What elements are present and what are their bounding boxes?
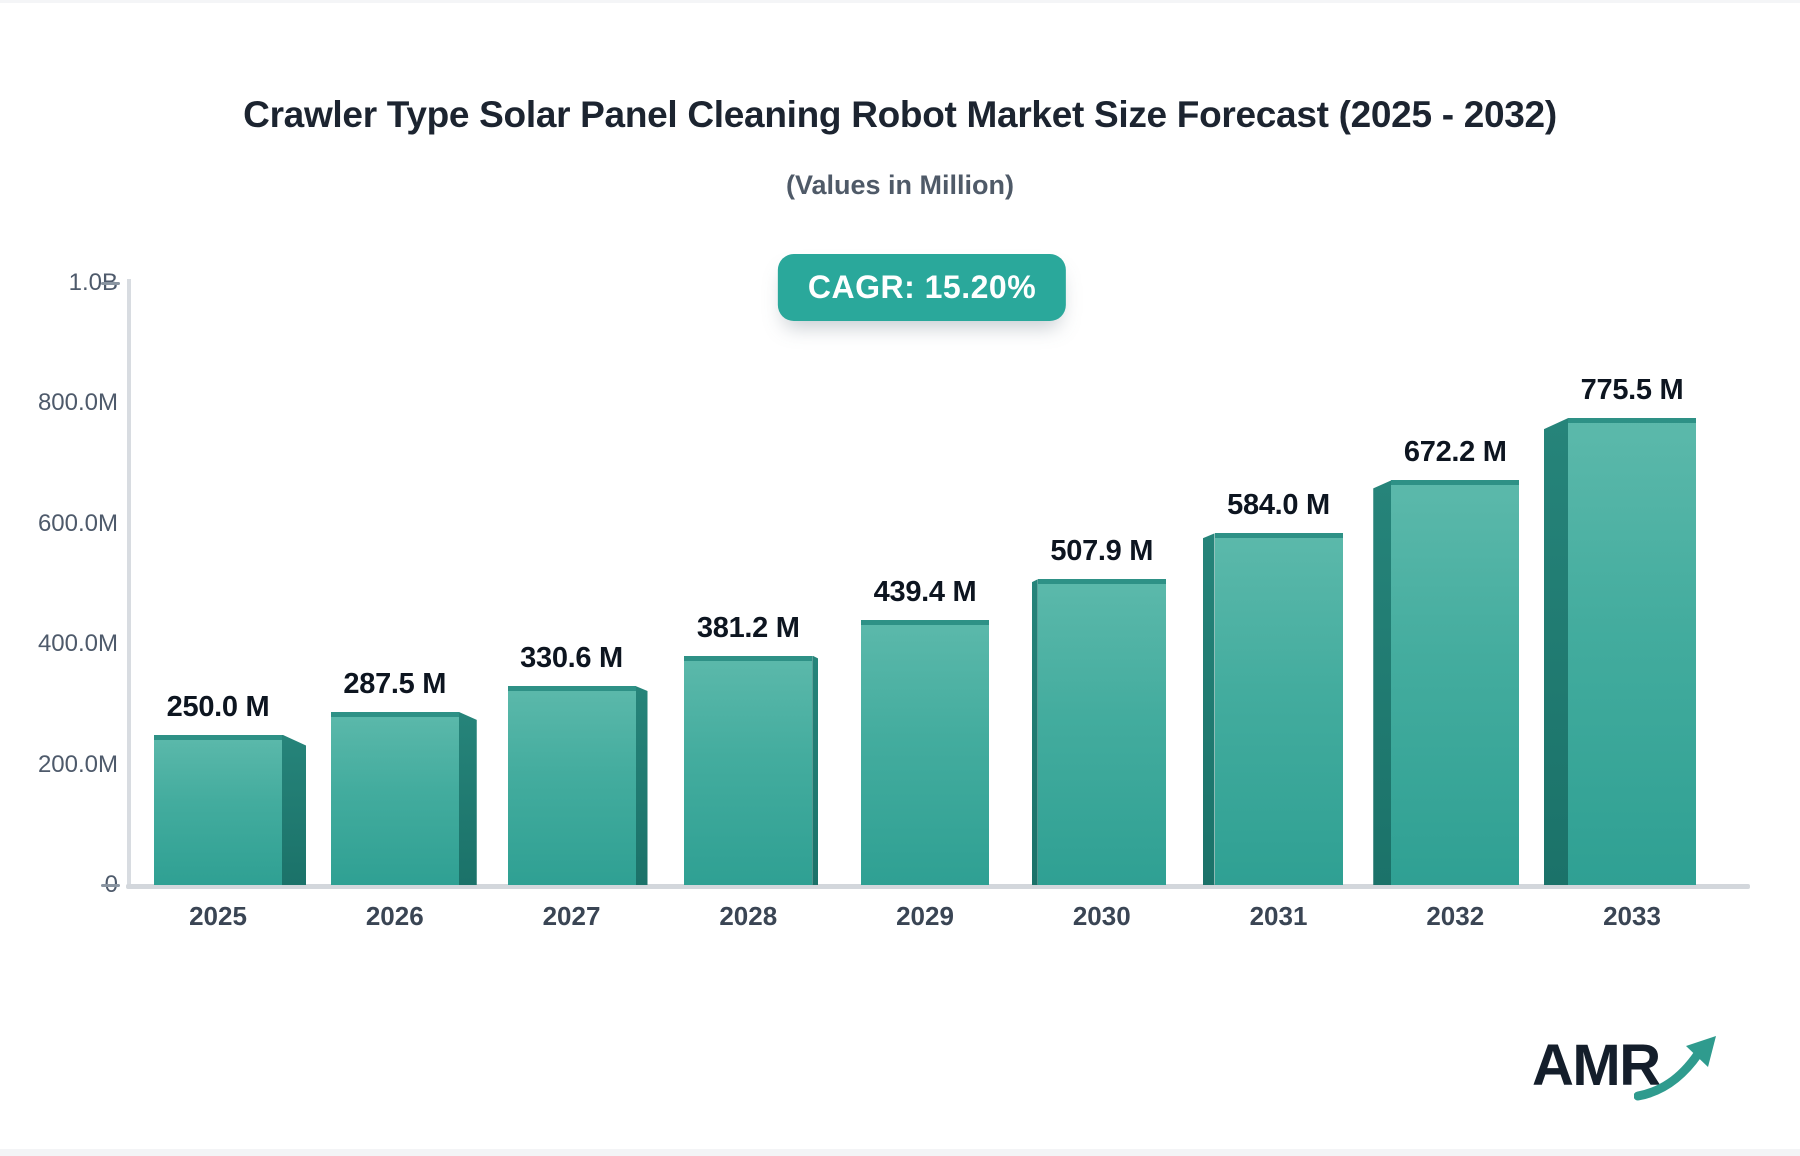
cagr-badge: CAGR: 15.20% [777,254,1067,321]
page-bottom-border [0,1149,1800,1156]
page-top-border [0,0,1800,3]
y-axis-tick-label-600.0M: 600.0M [37,509,118,537]
bar-side-face-2025 [282,734,306,885]
bar-side-face-2031 [1202,533,1215,885]
x-axis-baseline [126,884,1750,889]
bar-top-edge-2025 [154,734,282,740]
x-axis-label-2033: 2033 [1603,901,1661,931]
bar-2032 [1391,480,1520,885]
amr-logo: AMR [1532,1032,1722,1112]
bar-value-label-2028: 381.2 M [696,611,800,644]
bar-2030 [1037,579,1166,885]
y-axis-tick-label-800.0M: 800.0M [37,389,118,417]
y-axis-line [127,279,131,888]
bar-value-label-2033: 775.5 M [1580,374,1684,407]
bar-side-face-2032 [1373,480,1392,885]
bar-top-edge-2027 [507,685,636,691]
x-axis-label-2025: 2025 [189,901,247,931]
bar-value-label-2032: 672.2 M [1403,436,1507,469]
bar-top-edge-2026 [330,711,459,717]
bar-value-label-2030: 507.9 M [1050,535,1154,568]
bar-top-edge-2032 [1391,480,1520,486]
bar-2027 [507,685,636,885]
y-axis-tick-mark [101,282,120,285]
x-axis-label-2030: 2030 [1072,901,1131,931]
amr-logo-text: AMR [1532,1033,1661,1098]
bar-2033 [1568,418,1696,885]
bar-2031 [1214,533,1343,885]
bar-side-face-2026 [458,711,477,885]
bar-top-edge-2028 [684,655,813,661]
chart-subtitle: (Values in Million) [785,170,1015,200]
bar-top-edge-2029 [861,620,989,626]
bar-top-edge-2033 [1568,418,1696,424]
bar-side-face-2027 [635,685,648,885]
bar-side-face-2030 [1031,579,1038,885]
bar-2028 [684,655,813,885]
bar-top-edge-2030 [1037,579,1166,585]
bar-value-label-2026: 287.5 M [343,667,447,700]
bar-side-face-2028 [812,655,819,885]
x-axis-label-2027: 2027 [542,901,601,931]
x-axis-label-2031: 2031 [1249,901,1308,931]
y-axis-tick-label-400.0M: 400.0M [37,630,118,658]
growth-arrow-icon [1634,1036,1716,1101]
x-axis-label-2032: 2032 [1426,901,1485,931]
bar-value-label-2031: 584.0 M [1227,489,1330,522]
x-axis-label-2029: 2029 [896,901,954,931]
bar-value-label-2025: 250.0 M [166,690,270,723]
bar-value-label-2027: 330.6 M [520,641,623,674]
y-axis-tick-mark [101,884,120,887]
bar-2026 [330,711,459,885]
x-axis-label-2026: 2026 [365,901,424,931]
bar-value-label-2029: 439.4 M [873,576,977,609]
bar-side-face-2033 [1544,418,1568,885]
y-axis-tick-label-200.0M: 200.0M [37,750,118,778]
bar-2025 [154,734,282,885]
bar-top-edge-2031 [1214,533,1343,539]
bar-2029 [861,620,989,885]
x-axis-label-2028: 2028 [719,901,778,931]
chart-title: Crawler Type Solar Panel Cleaning Robot … [243,94,1557,135]
